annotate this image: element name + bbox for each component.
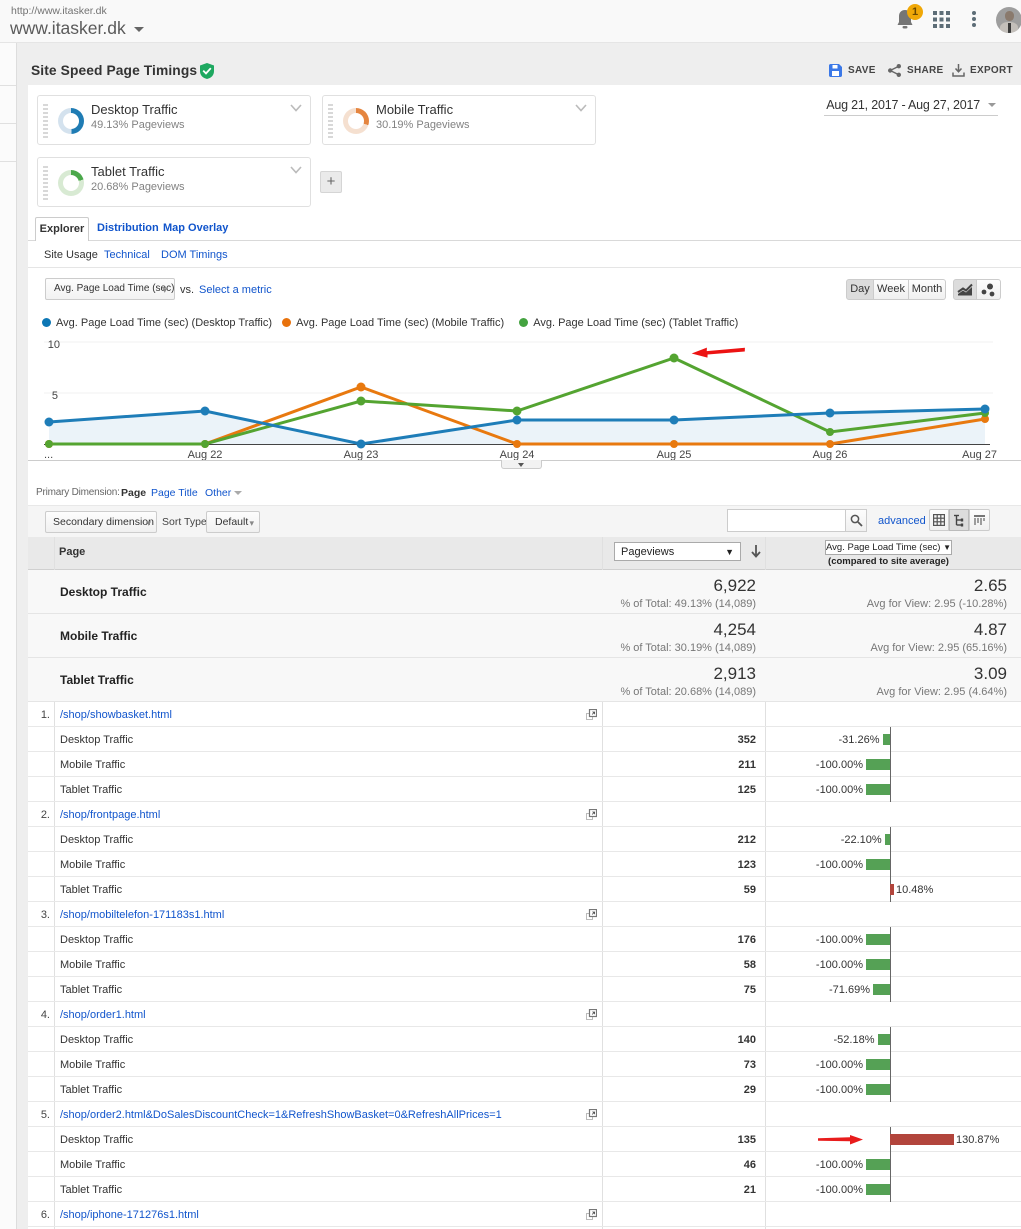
svg-text:...: ... [44,449,53,461]
svg-text:10: 10 [48,339,60,351]
svg-text:Aug 24: Aug 24 [500,449,535,461]
svg-text:Aug 22: Aug 22 [188,449,223,461]
svg-text:Aug 23: Aug 23 [344,449,379,461]
svg-text:Aug 27: Aug 27 [962,449,997,461]
svg-text:Aug 25: Aug 25 [657,449,692,461]
svg-text:5: 5 [52,390,58,402]
svg-text:Aug 26: Aug 26 [813,449,848,461]
